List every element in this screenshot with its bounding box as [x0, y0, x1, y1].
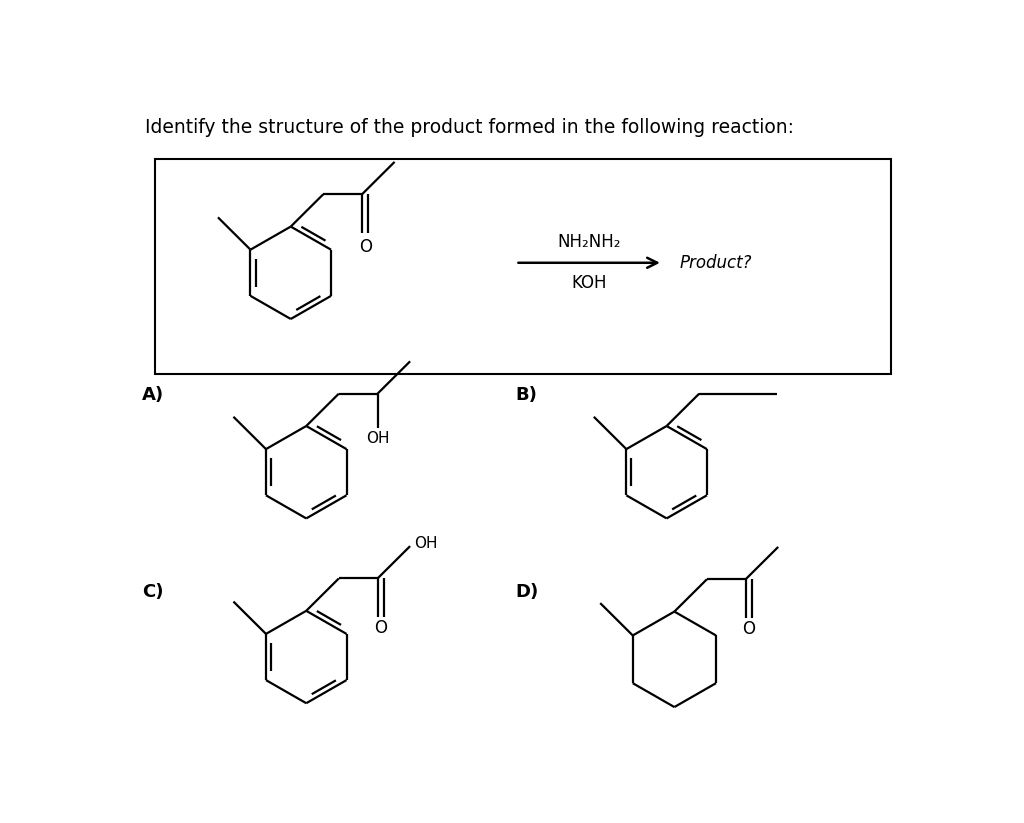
Text: OH: OH — [367, 430, 390, 445]
Text: B): B) — [515, 386, 538, 404]
Text: NH₂NH₂: NH₂NH₂ — [557, 233, 621, 251]
Text: O: O — [374, 619, 387, 637]
Text: Identify the structure of the product formed in the following reaction:: Identify the structure of the product fo… — [145, 118, 794, 137]
Text: Product?: Product? — [680, 253, 753, 272]
Text: A): A) — [142, 386, 164, 404]
Text: KOH: KOH — [571, 274, 607, 292]
Text: OH: OH — [414, 536, 437, 551]
Text: O: O — [742, 620, 756, 638]
Text: C): C) — [142, 584, 164, 602]
Text: D): D) — [515, 584, 539, 602]
Bar — [155, 159, 891, 374]
Text: O: O — [358, 238, 372, 256]
